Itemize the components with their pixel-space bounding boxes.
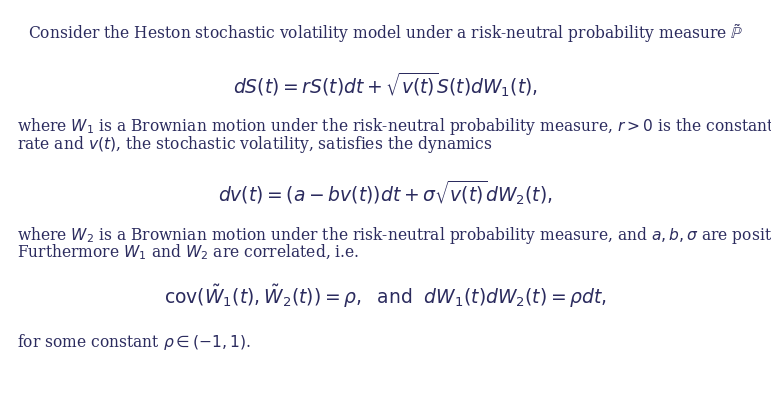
Text: where $W_1$ is a Brownian motion under the risk-neutral probability measure, $r : where $W_1$ is a Brownian motion under t… [17, 116, 771, 137]
Text: Consider the Heston stochastic volatility model under a risk-neutral probability: Consider the Heston stochastic volatilit… [28, 22, 743, 44]
Text: $dS(t) = rS(t)dt + \sqrt{v(t)}S(t)dW_1(t),$: $dS(t) = rS(t)dt + \sqrt{v(t)}S(t)dW_1(t… [233, 71, 538, 99]
Text: $dv(t) = (a - bv(t))dt + \sigma\sqrt{v(t)}dW_2(t),$: $dv(t) = (a - bv(t))dt + \sigma\sqrt{v(t… [218, 179, 553, 207]
Text: rate and $v(t)$, the stochastic volatility, satisfies the dynamics: rate and $v(t)$, the stochastic volatili… [17, 134, 493, 154]
Text: $\mathrm{cov}(\tilde{W}_1(t), \tilde{W}_2(t)) = \rho,\text{  and  } dW_1(t)dW_2(: $\mathrm{cov}(\tilde{W}_1(t), \tilde{W}_… [164, 283, 607, 310]
Text: where $W_2$ is a Brownian motion under the risk-neutral probability measure, and: where $W_2$ is a Brownian motion under t… [17, 225, 771, 246]
Text: Furthermore $W_1$ and $W_2$ are correlated, i.e.: Furthermore $W_1$ and $W_2$ are correlat… [17, 243, 359, 262]
Text: for some constant $\rho \in (-1, 1)$.: for some constant $\rho \in (-1, 1)$. [17, 332, 251, 352]
